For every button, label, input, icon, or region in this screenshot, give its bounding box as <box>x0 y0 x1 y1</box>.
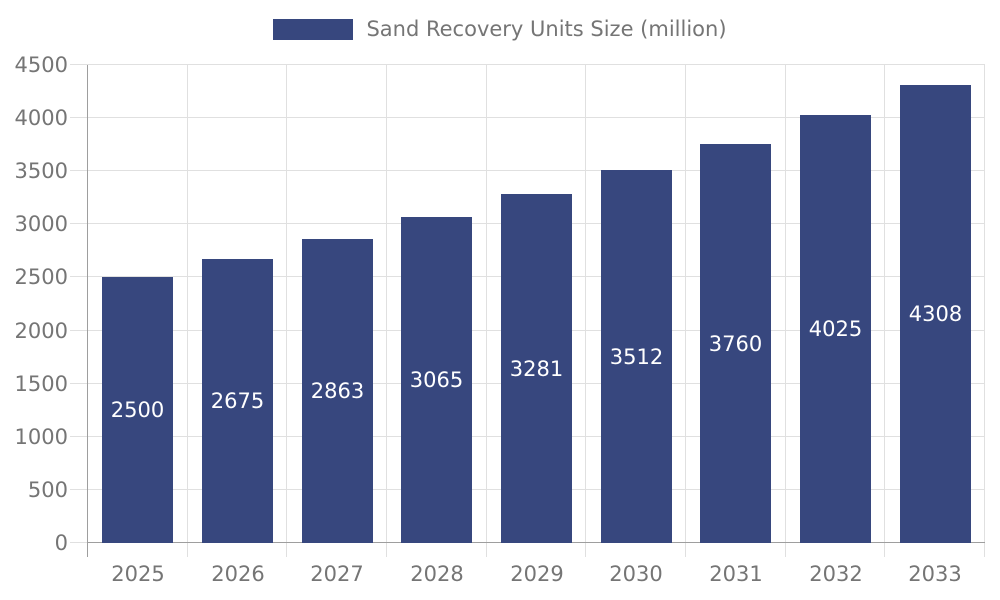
bar-value-label: 2500 <box>110 398 165 422</box>
bar-2031[interactable]: 3760 <box>700 144 771 543</box>
x-tick-mark <box>485 543 487 557</box>
gridline-vertical <box>585 65 587 543</box>
y-tick-label: 500 <box>27 477 68 502</box>
bar-2026[interactable]: 2675 <box>202 259 273 543</box>
x-tick-label-2033: 2033 <box>908 562 962 586</box>
y-tick-label: 0 <box>54 531 68 555</box>
bar-2033[interactable]: 4308 <box>900 85 971 543</box>
bar-2030[interactable]: 3512 <box>601 170 672 543</box>
x-tick-mark <box>186 543 188 557</box>
y-tick-mark <box>70 223 88 225</box>
y-tick-label: 2500 <box>14 265 68 290</box>
gridline-vertical <box>984 65 985 543</box>
y-tick-mark <box>70 170 88 172</box>
y-tick-label: 4500 <box>14 53 68 77</box>
x-tick-mark <box>286 543 288 557</box>
x-tick-label-2027: 2027 <box>310 562 364 586</box>
bar-value-label: 3281 <box>509 356 564 381</box>
legend-swatch-icon <box>273 18 354 40</box>
bar-2028[interactable]: 3065 <box>401 217 472 543</box>
legend-label: Sand Recovery Units Size (million) <box>366 17 727 41</box>
legend: Sand Recovery Units Size (million) <box>0 14 1000 44</box>
y-tick-mark <box>70 542 88 543</box>
bar-2029[interactable]: 3281 <box>501 194 572 543</box>
y-tick-label: 1000 <box>14 424 68 449</box>
y-tick-mark <box>70 64 88 65</box>
x-tick-label-2031: 2031 <box>709 562 763 586</box>
bar-2027[interactable]: 2863 <box>302 239 373 543</box>
gridline-vertical <box>884 65 886 543</box>
x-tick-label-2028: 2028 <box>410 562 464 586</box>
y-tick-mark <box>70 382 88 384</box>
bar-value-label: 4025 <box>808 317 863 341</box>
bar-value-label: 2863 <box>310 379 365 403</box>
gridline-horizontal <box>88 64 985 65</box>
bar-value-label: 3760 <box>708 331 763 356</box>
gridline-vertical <box>286 65 288 543</box>
y-tick-mark <box>70 117 88 119</box>
y-tick-mark <box>70 435 88 437</box>
y-tick-label: 3000 <box>14 212 68 237</box>
gridline-vertical <box>386 65 387 543</box>
gridline-vertical <box>685 65 686 543</box>
gridline-horizontal <box>88 170 985 172</box>
y-tick-mark <box>70 276 88 278</box>
bar-value-label: 2675 <box>210 389 265 413</box>
bar-2025[interactable]: 2500 <box>102 277 173 543</box>
y-tick-label: 3500 <box>14 159 68 184</box>
x-tick-label-2032: 2032 <box>809 562 863 586</box>
x-tick-label-2026: 2026 <box>211 562 265 586</box>
x-tick-label-2029: 2029 <box>510 562 564 586</box>
gridline-vertical <box>784 65 786 543</box>
bar-value-label: 3065 <box>409 368 464 392</box>
x-tick-label-2025: 2025 <box>111 562 165 586</box>
y-tick-label: 2000 <box>14 318 68 343</box>
legend-item[interactable]: Sand Recovery Units Size (million) <box>273 17 727 41</box>
x-tick-mark <box>884 543 886 557</box>
gridline-horizontal <box>88 117 985 119</box>
x-tick-mark <box>386 543 387 557</box>
x-tick-label-2030: 2030 <box>609 562 663 586</box>
y-tick-label: 1500 <box>14 371 68 396</box>
y-tick-label: 4000 <box>14 106 68 131</box>
x-tick-mark <box>984 543 985 557</box>
bar-value-label: 3512 <box>609 344 664 369</box>
gridline-vertical <box>485 65 487 543</box>
x-tick-mark <box>784 543 786 557</box>
bar-2032[interactable]: 4025 <box>800 115 871 543</box>
y-axis-line <box>87 65 88 557</box>
y-tick-mark <box>70 488 88 490</box>
bar-value-label: 4308 <box>908 302 963 326</box>
x-tick-mark <box>685 543 686 557</box>
y-tick-mark <box>70 329 88 331</box>
gridline-vertical <box>186 65 188 543</box>
x-tick-mark <box>585 543 587 557</box>
